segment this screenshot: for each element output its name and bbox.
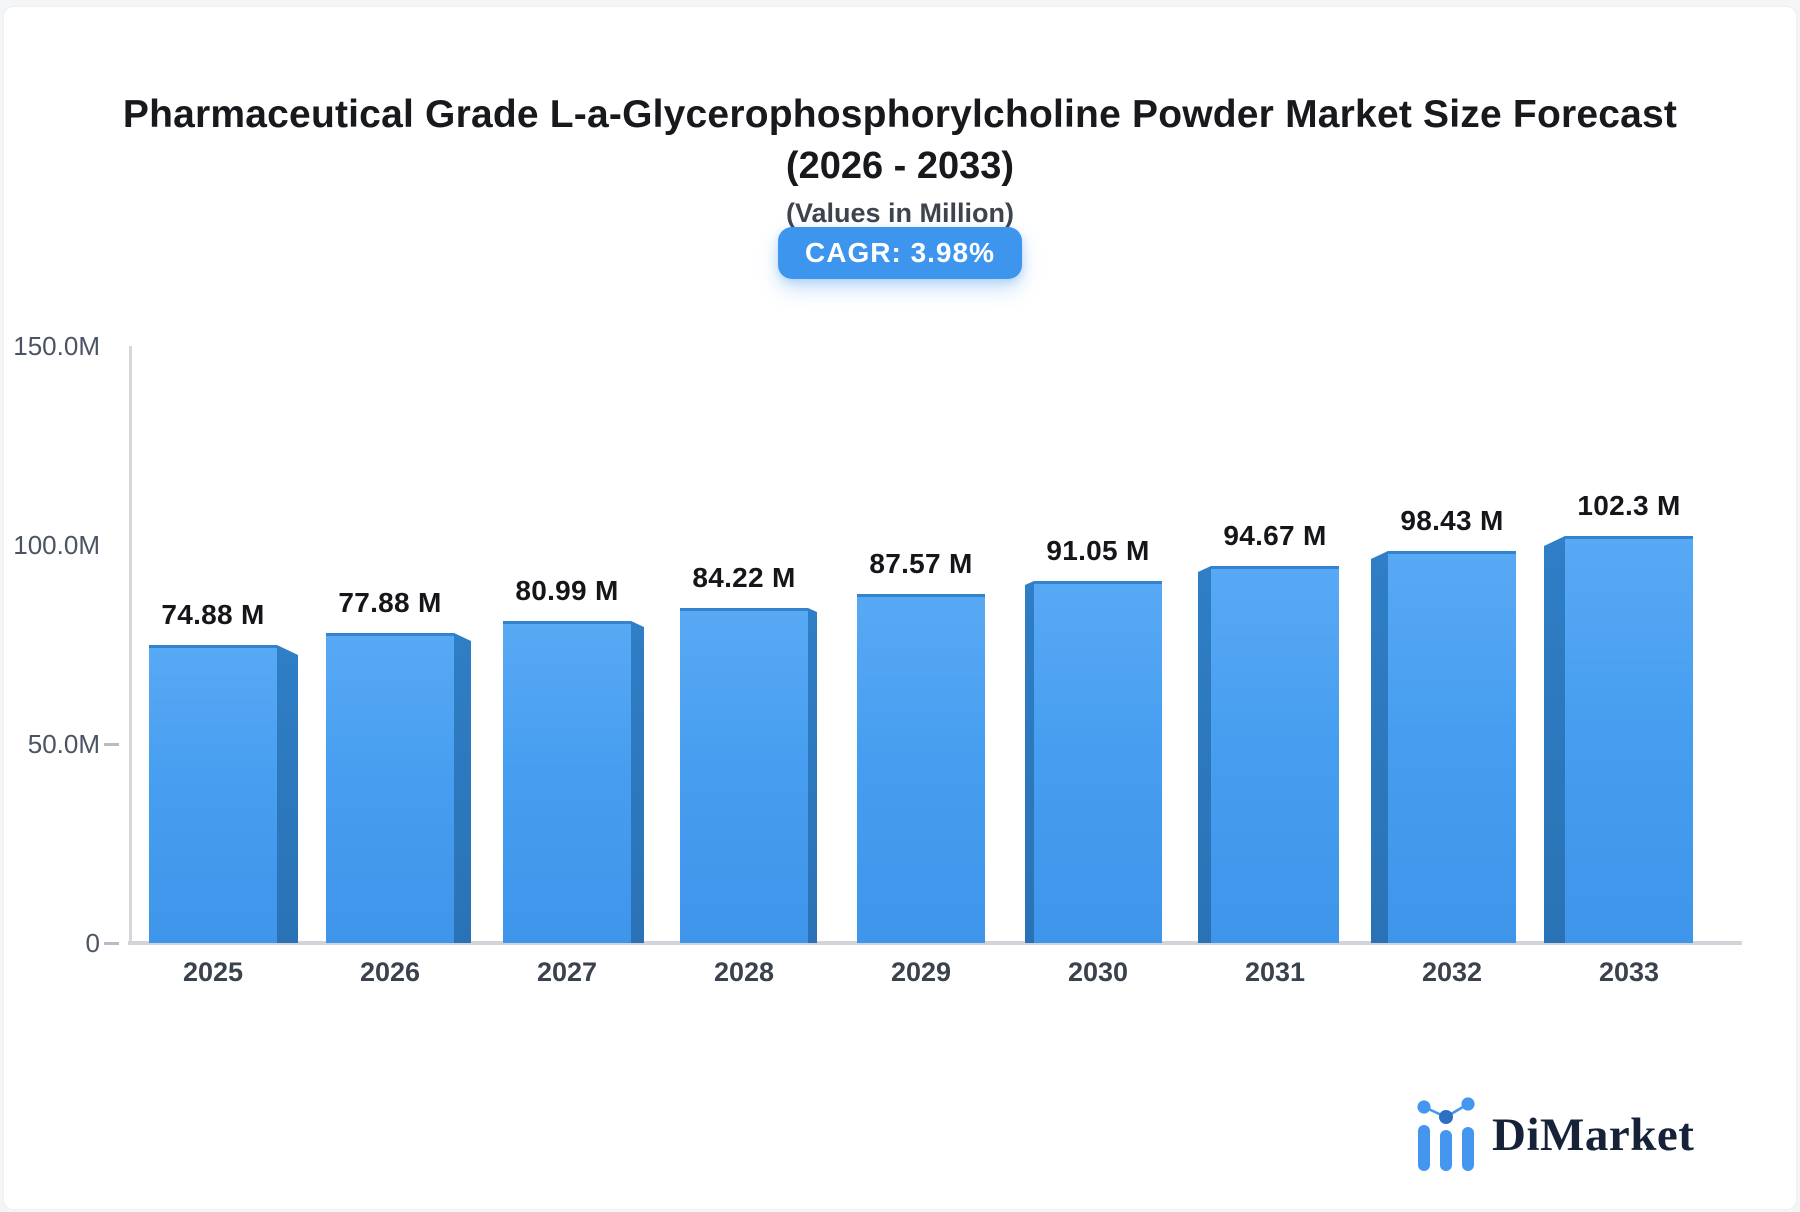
x-axis-label: 2033 bbox=[1598, 957, 1660, 987]
bar-3d-side bbox=[1371, 551, 1388, 943]
x-axis-label: 2027 bbox=[536, 957, 598, 987]
bar-value-label: 94.67 M bbox=[1223, 520, 1327, 551]
bar[interactable] bbox=[1211, 566, 1339, 943]
bar[interactable] bbox=[857, 594, 985, 943]
x-axis-label: 2026 bbox=[359, 957, 421, 987]
bar-3d-side bbox=[454, 633, 471, 943]
bar-value-label: 80.99 M bbox=[515, 575, 619, 606]
y-axis-label: 100.0M bbox=[13, 530, 100, 560]
bar[interactable] bbox=[1388, 551, 1516, 943]
bar-chart-trend-icon bbox=[1417, 1097, 1475, 1171]
x-axis-label: 2030 bbox=[1067, 957, 1129, 987]
bar-3d-side bbox=[1544, 536, 1565, 943]
y-axis-label: 50.0M bbox=[27, 729, 100, 759]
y-axis-line bbox=[129, 346, 132, 944]
chart-subtitle: (Values in Million) bbox=[785, 198, 1015, 228]
y-axis-tick bbox=[104, 942, 119, 945]
x-axis-label: 2025 bbox=[182, 957, 244, 987]
bar-value-label: 77.88 M bbox=[338, 587, 442, 618]
bar-value-label: 74.88 M bbox=[161, 599, 265, 630]
y-axis-label: 150.0M bbox=[13, 331, 100, 361]
bar[interactable] bbox=[1565, 536, 1693, 943]
dimarket-logo: DiMarket bbox=[1416, 1094, 1694, 1176]
cagr-badge: CAGR: 3.98% bbox=[778, 227, 1022, 279]
x-axis-label: 2028 bbox=[713, 957, 775, 987]
x-axis-label: 2029 bbox=[890, 957, 952, 987]
bar[interactable] bbox=[149, 645, 277, 943]
logo-text: DiMarket bbox=[1492, 1109, 1695, 1161]
bar[interactable] bbox=[680, 608, 808, 943]
x-axis-line bbox=[128, 941, 1742, 945]
y-axis-label: 0 bbox=[85, 928, 100, 958]
x-axis-label: 2031 bbox=[1244, 957, 1306, 987]
bar-3d-side bbox=[631, 621, 644, 943]
bar-3d-side bbox=[808, 608, 817, 943]
bar-3d-side bbox=[1025, 581, 1034, 943]
bar-3d-side bbox=[1198, 566, 1211, 943]
x-axis-label: 2032 bbox=[1421, 957, 1483, 987]
bar-value-label: 91.05 M bbox=[1046, 535, 1150, 566]
chart-title-line2: (2026 - 2033) bbox=[785, 145, 1015, 187]
y-axis-tick bbox=[104, 743, 119, 746]
bar-3d-side bbox=[277, 645, 298, 943]
bar[interactable] bbox=[1034, 581, 1162, 943]
bar-value-label: 102.3 M bbox=[1577, 490, 1681, 521]
bar-value-label: 98.43 M bbox=[1400, 505, 1504, 536]
bar[interactable] bbox=[503, 621, 631, 943]
bar-value-label: 84.22 M bbox=[692, 562, 796, 593]
chart-title-line1: Pharmaceutical Grade L-a-Glycerophosphor… bbox=[122, 93, 1678, 136]
bar-value-label: 87.57 M bbox=[869, 548, 973, 579]
bar[interactable] bbox=[326, 633, 454, 943]
